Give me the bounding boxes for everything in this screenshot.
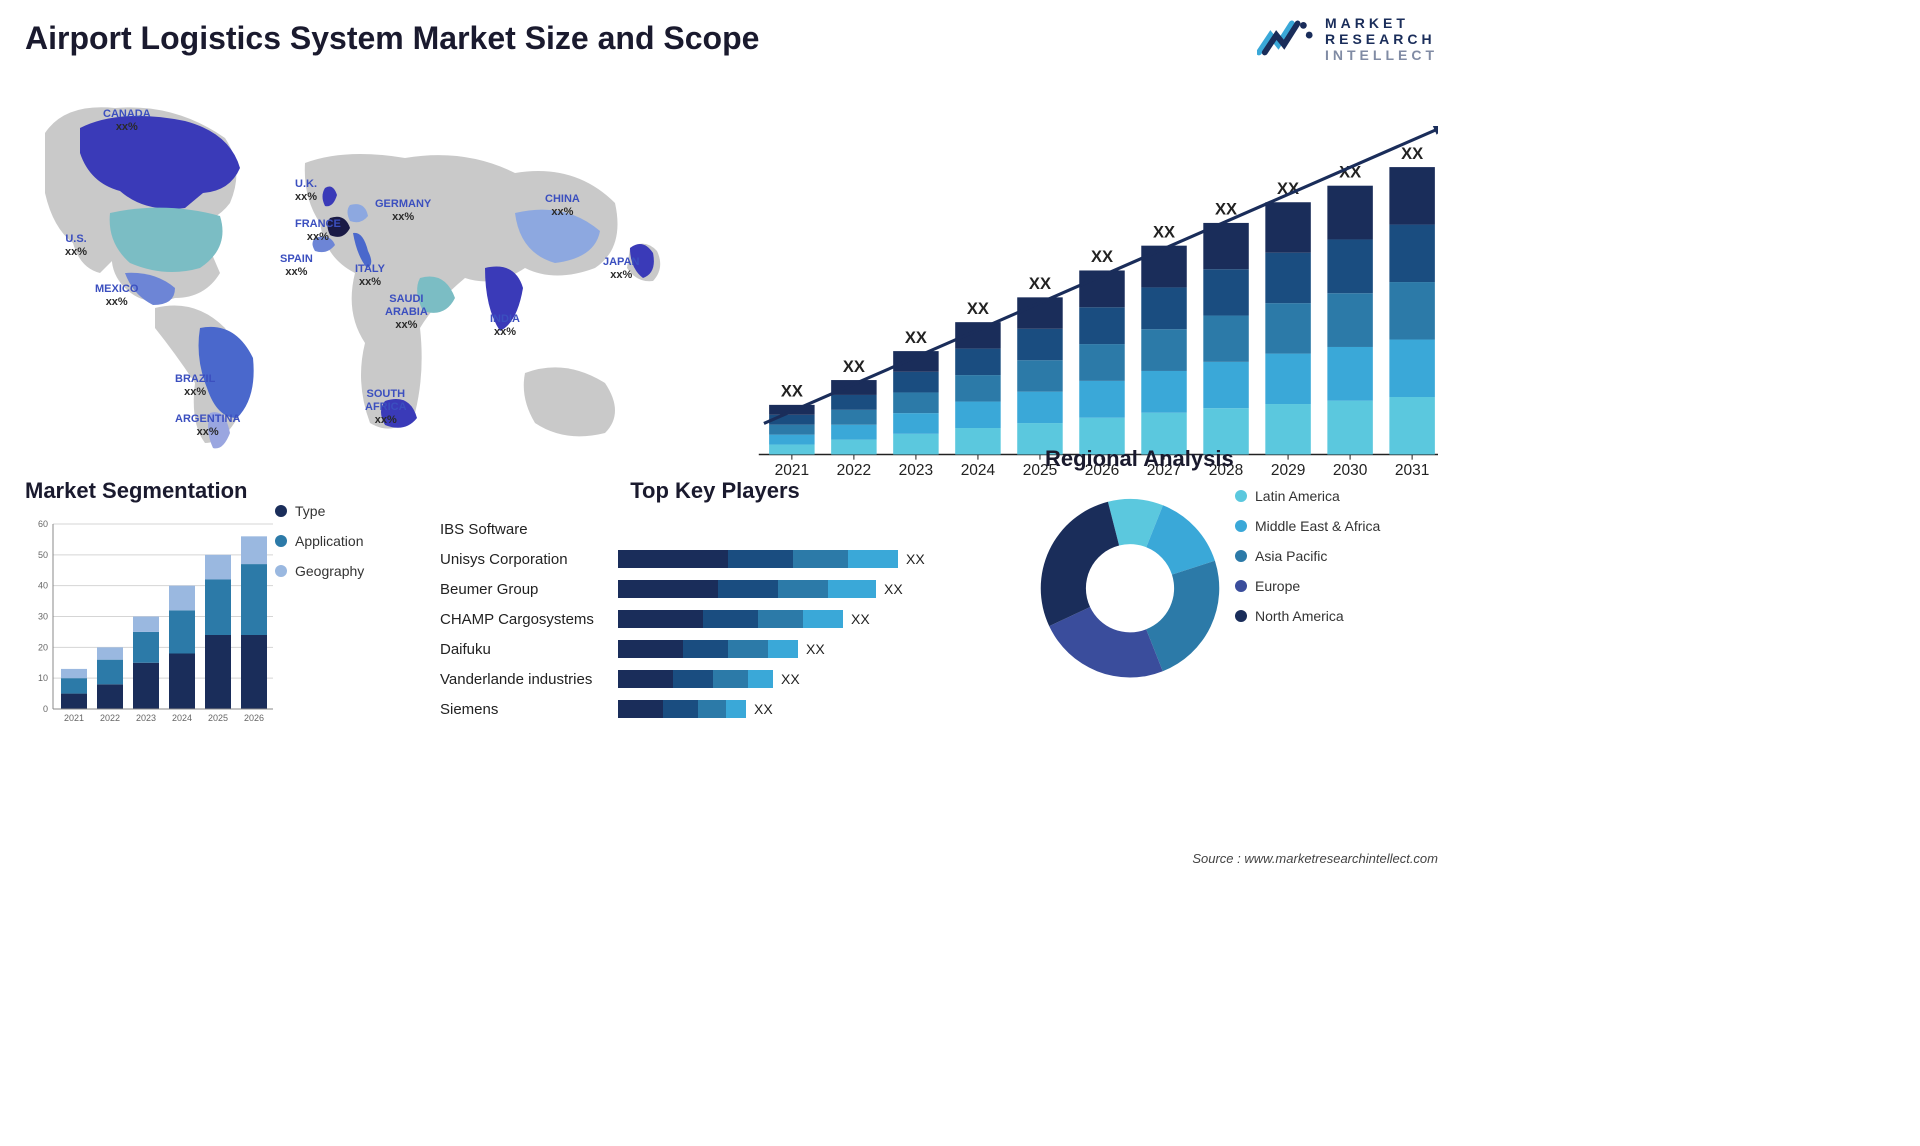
legend-item: Asia Pacific [1235,548,1438,564]
svg-text:2022: 2022 [100,713,120,723]
player-row: CHAMP CargosystemsXX [440,604,990,634]
logo-mark-icon [1257,17,1315,62]
svg-text:60: 60 [38,519,48,529]
country-label: FRANCExx% [295,218,341,243]
svg-text:2025: 2025 [208,713,228,723]
player-row: Vanderlande industriesXX [440,664,990,694]
svg-text:2023: 2023 [899,462,933,479]
regional-title: Regional Analysis [1045,446,1234,472]
player-row: DaifukuXX [440,634,990,664]
country-label: INDIAxx% [490,313,520,338]
regional-donut [1025,478,1235,688]
svg-text:2024: 2024 [961,462,996,479]
legend-item: Type [275,503,405,519]
svg-text:XX: XX [967,299,989,318]
page-title: Airport Logistics System Market Size and… [25,20,759,57]
brand-logo: MARKET RESEARCH INTELLECT [1257,15,1438,63]
svg-text:XX: XX [905,328,927,347]
svg-text:2029: 2029 [1271,462,1305,479]
country-label: MEXICOxx% [95,283,138,308]
legend-item: Geography [275,563,405,579]
svg-text:30: 30 [38,612,48,622]
svg-text:0: 0 [43,704,48,714]
country-label: SOUTHAFRICAxx% [365,388,407,426]
country-label: U.K.xx% [295,178,317,203]
country-label: BRAZILxx% [175,373,215,398]
svg-text:10: 10 [38,673,48,683]
player-row: Unisys CorporationXX [440,544,990,574]
svg-text:2026: 2026 [244,713,264,723]
svg-text:50: 50 [38,550,48,560]
segmentation-title: Market Segmentation [25,478,275,504]
svg-text:XX: XX [1153,223,1175,242]
svg-text:2024: 2024 [172,713,192,723]
country-label: SAUDIARABIAxx% [385,293,428,331]
players-chart: IBS SoftwareUnisys CorporationXXBeumer G… [440,514,990,724]
world-map: CANADAxx% U.S.xx% MEXICOxx% BRAZILxx% ARGENT… [25,73,705,458]
svg-text:XX: XX [1091,247,1113,266]
country-label: JAPANxx% [603,256,639,281]
svg-text:XX: XX [1401,144,1423,163]
logo-text: MARKET RESEARCH INTELLECT [1325,15,1438,63]
regional-legend: Latin America Middle East & Africa Asia Pa… [1235,478,1438,738]
legend-item: Latin America [1235,488,1438,504]
legend-item: Middle East & Africa [1235,518,1438,534]
legend-item: North America [1235,608,1438,624]
svg-text:XX: XX [781,382,803,401]
player-row: SiemensXX [440,694,990,724]
country-label: ARGENTINAxx% [175,413,240,438]
svg-text:2031: 2031 [1395,462,1429,479]
svg-text:XX: XX [1029,274,1051,293]
svg-text:XX: XX [843,357,865,376]
country-label: ITALYxx% [355,263,385,288]
svg-text:2030: 2030 [1333,462,1368,479]
country-label: CANADAxx% [103,108,151,133]
legend-item: Application [275,533,405,549]
segmentation-legend: Type Application Geography [275,478,405,738]
player-row: IBS Software [440,514,990,544]
svg-text:2021: 2021 [775,462,809,479]
svg-text:20: 20 [38,643,48,653]
country-label: CHINAxx% [545,193,580,218]
country-label: U.S.xx% [65,233,87,258]
player-row: Beumer GroupXX [440,574,990,604]
country-label: SPAINxx% [280,253,313,278]
svg-text:40: 40 [38,581,48,591]
country-label: GERMANYxx% [375,198,431,223]
segmentation-chart: 0 10 20 30 40 50 60 2021 2022 2023 2024 2025 2026 [25,514,275,724]
legend-item: Europe [1235,578,1438,594]
svg-text:XX: XX [1215,200,1237,219]
svg-text:2021: 2021 [64,713,84,723]
source-text: Source : www.marketresearchintellect.com [1192,851,1438,866]
svg-text:2022: 2022 [837,462,871,479]
growth-bar-chart: XX2021XX2022XX2023XX2024XX2025XX2026XX20… [735,73,1438,458]
svg-text:2023: 2023 [136,713,156,723]
